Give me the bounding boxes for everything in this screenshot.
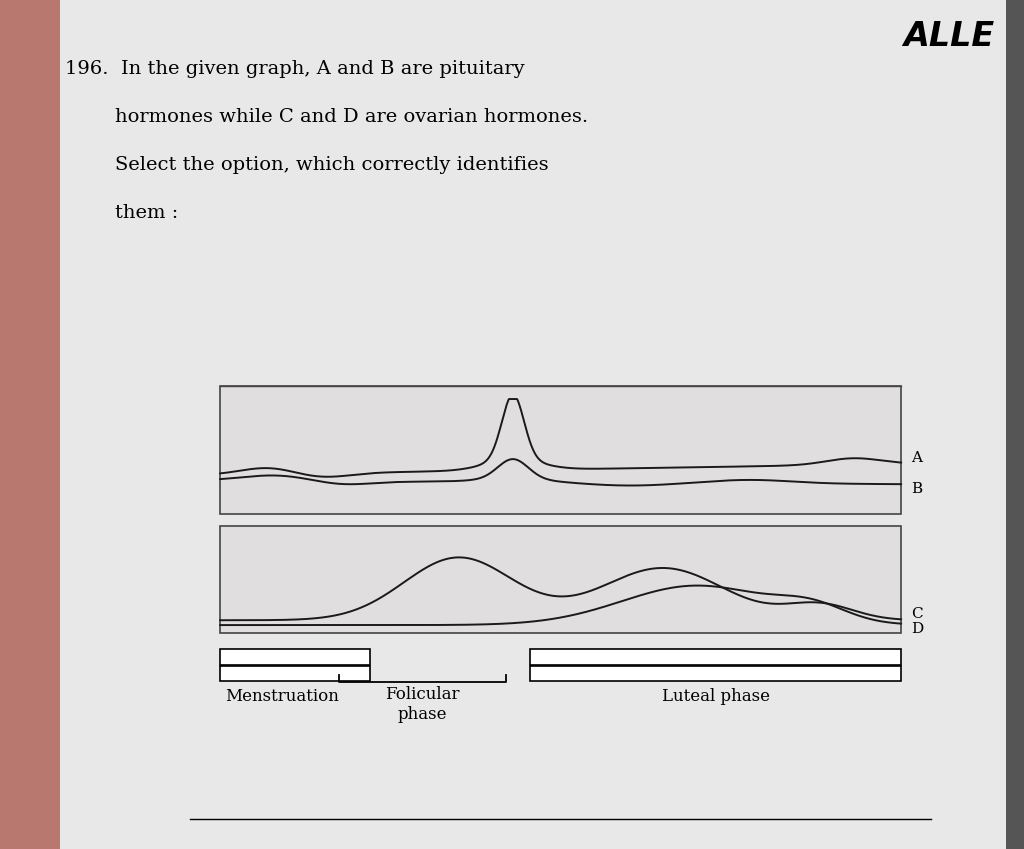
Text: Luteal phase: Luteal phase: [662, 688, 770, 705]
Text: B: B: [911, 482, 923, 496]
Text: Folicular
phase: Folicular phase: [385, 686, 460, 722]
Bar: [220, 666, 370, 681]
Text: D: D: [911, 621, 924, 636]
Bar: [0, 0, 60, 849]
Text: ALLE: ALLE: [903, 20, 994, 53]
Text: A: A: [911, 451, 923, 464]
Text: 196.  In the given graph, A and B are pituitary: 196. In the given graph, A and B are pit…: [65, 60, 524, 78]
Bar: [530, 666, 901, 681]
Text: them :: them :: [65, 204, 178, 222]
Bar: [530, 649, 901, 665]
Bar: [1006, 0, 1024, 849]
Text: C: C: [911, 607, 923, 621]
Text: hormones while C and D are ovarian hormones.: hormones while C and D are ovarian hormo…: [65, 108, 588, 126]
Bar: [220, 386, 901, 514]
Bar: [220, 649, 370, 665]
Text: Select the option, which correctly identifies: Select the option, which correctly ident…: [65, 156, 549, 174]
Text: Menstruation: Menstruation: [225, 688, 339, 705]
Bar: [220, 526, 901, 633]
